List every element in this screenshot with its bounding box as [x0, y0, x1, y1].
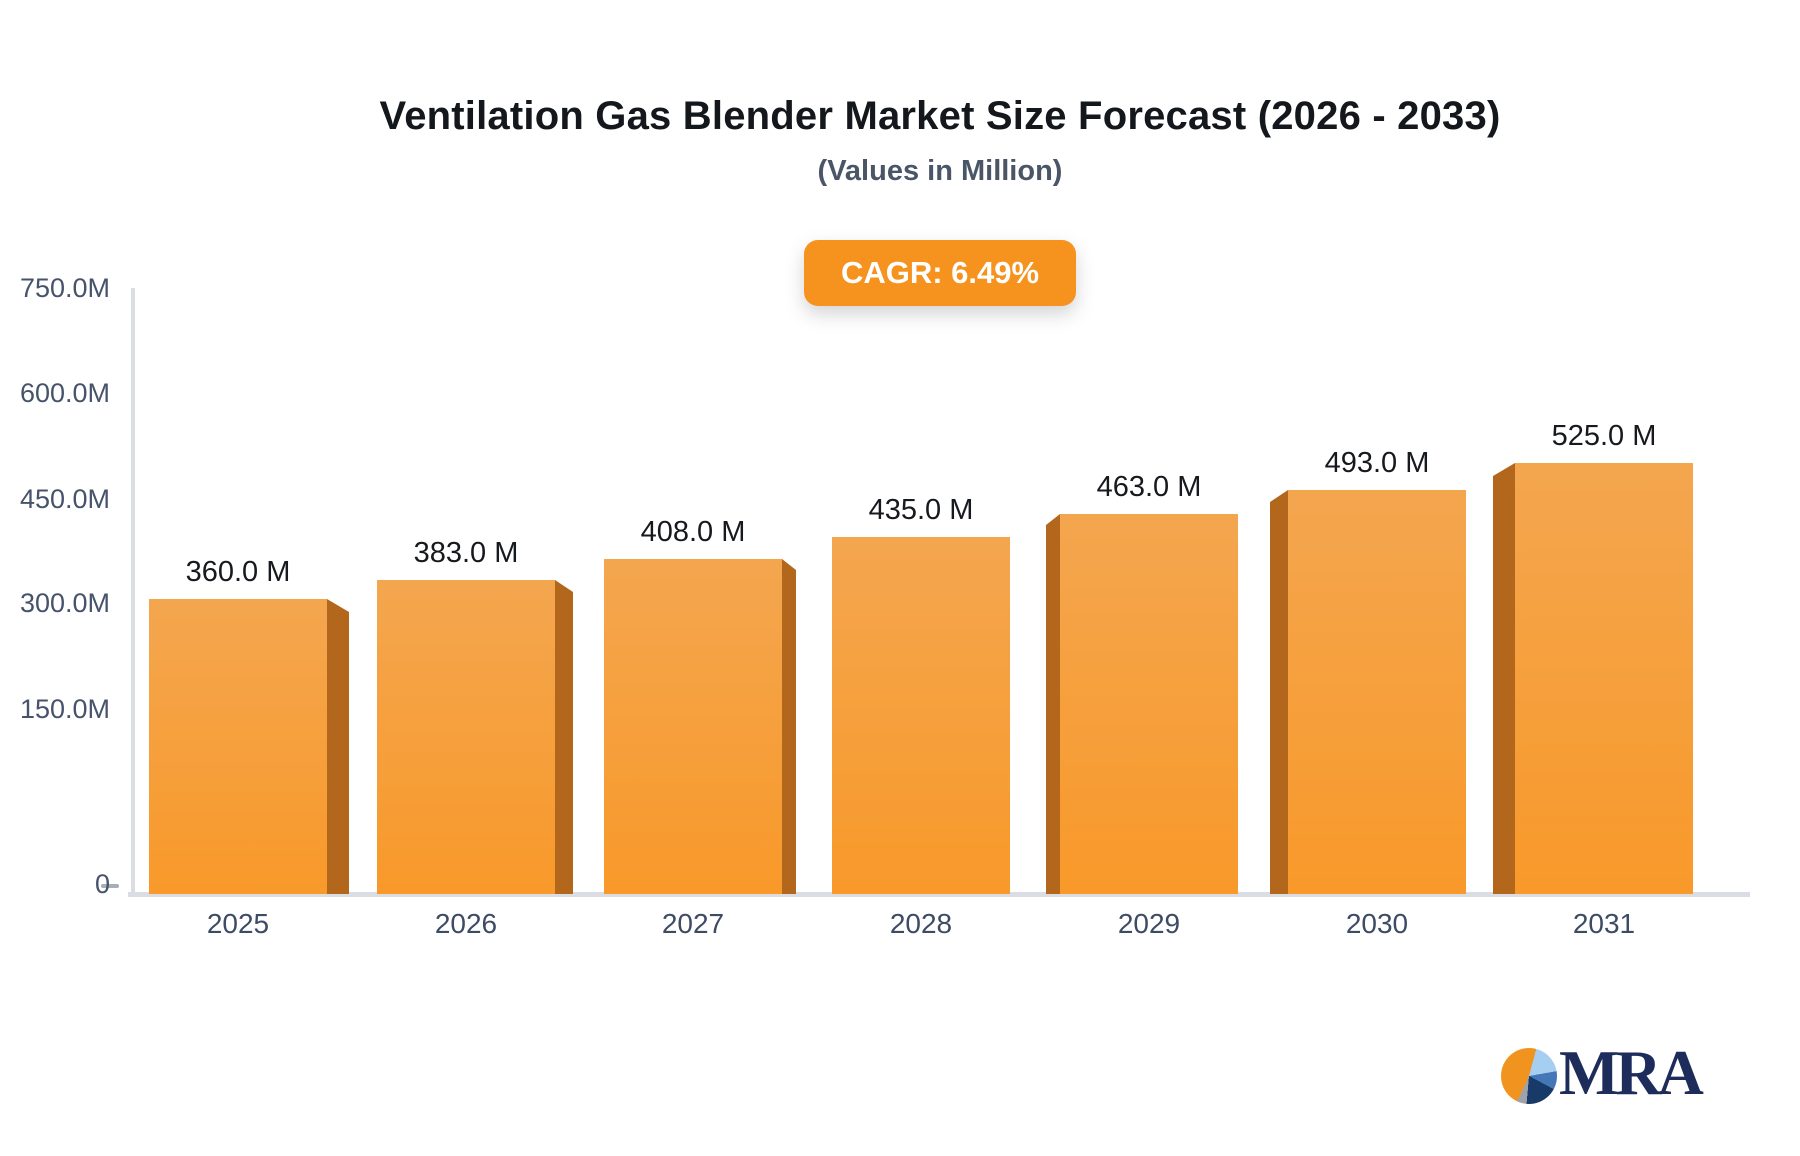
- y-axis-tick-label: 150.0M: [19, 694, 110, 724]
- bar-column-2028[interactable]: [832, 537, 1010, 894]
- bar-side-face: [1046, 514, 1060, 894]
- bar-side-face: [1493, 463, 1515, 894]
- bar-value-label: 463.0 M: [1096, 471, 1202, 503]
- chart-title: Ventilation Gas Blender Market Size Fore…: [379, 94, 1501, 138]
- bar-column-2029[interactable]: [1060, 514, 1238, 894]
- bar-column-2026[interactable]: [377, 580, 555, 894]
- logo-pie-icon: [1501, 1048, 1557, 1104]
- y-axis-tick-label: 600.0M: [19, 378, 110, 408]
- bar-column-2027[interactable]: [604, 559, 782, 894]
- bar-side-face: [782, 559, 796, 894]
- bar-value-label: 493.0 M: [1324, 447, 1430, 479]
- y-axis-tick-label: 300.0M: [19, 588, 110, 618]
- bar-column-2030[interactable]: [1288, 490, 1466, 894]
- y-axis-tick-label: 450.0M: [19, 484, 110, 514]
- cagr-badge: CAGR: 6.49%: [803, 240, 1077, 306]
- bar-value-label: 525.0 M: [1551, 420, 1657, 452]
- x-axis-label-2031: 2031: [1572, 908, 1636, 939]
- logo: MRA: [1501, 1036, 1704, 1110]
- chart-header: Ventilation Gas Blender Market Size Fore…: [140, 0, 1740, 306]
- bar-column-2025[interactable]: [149, 599, 327, 894]
- bar-side-face: [327, 599, 349, 894]
- y-axis-tick-label: 0: [94, 869, 110, 899]
- chart-subtitle: (Values in Million): [817, 155, 1063, 187]
- logo-text: MRA: [1559, 1037, 1704, 1108]
- y-axis-line: [131, 288, 135, 894]
- x-axis-line: [128, 892, 1750, 897]
- bar-side-face: [555, 580, 573, 894]
- x-axis-label-2029: 2029: [1117, 908, 1181, 939]
- x-axis-label-2030: 2030: [1345, 908, 1409, 939]
- bar-value-label: 383.0 M: [413, 537, 519, 569]
- bar-side-face: [1270, 490, 1288, 894]
- bar-value-label: 435.0 M: [868, 494, 974, 526]
- x-axis-label-2027: 2027: [661, 908, 725, 939]
- x-axis-label-2025: 2025: [206, 908, 270, 939]
- x-axis-label-2028: 2028: [889, 908, 953, 939]
- bar-value-label: 360.0 M: [185, 556, 291, 588]
- y-axis-tick-label: 750.0M: [19, 273, 110, 303]
- zero-tick-mark: [101, 884, 119, 888]
- x-axis-label-2026: 2026: [434, 908, 498, 939]
- bar-column-2031[interactable]: [1515, 463, 1693, 894]
- bar-value-label: 408.0 M: [640, 516, 746, 548]
